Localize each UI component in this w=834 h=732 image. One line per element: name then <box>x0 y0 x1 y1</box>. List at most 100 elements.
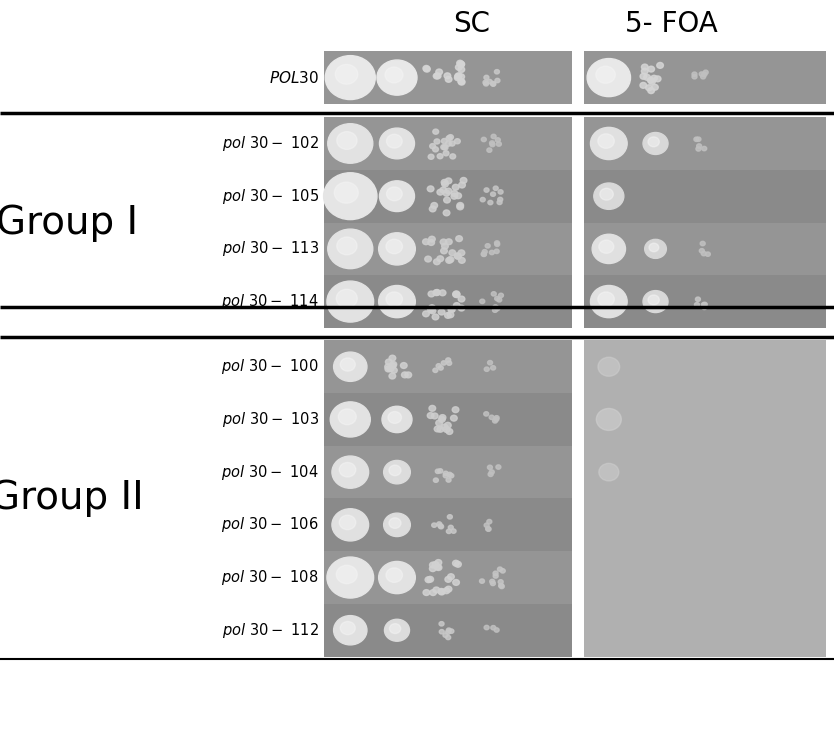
Text: $\it{pol\ 30-\ 103}$: $\it{pol\ 30-\ 103}$ <box>222 410 319 429</box>
Bar <box>324 551 572 604</box>
Circle shape <box>498 580 503 584</box>
Circle shape <box>434 73 440 79</box>
Circle shape <box>386 292 403 307</box>
Circle shape <box>437 190 444 195</box>
Circle shape <box>487 79 492 83</box>
Circle shape <box>442 243 449 249</box>
Circle shape <box>437 522 442 526</box>
Circle shape <box>497 200 502 204</box>
Circle shape <box>459 182 465 188</box>
Circle shape <box>480 299 485 304</box>
Circle shape <box>443 633 448 638</box>
Circle shape <box>495 78 500 83</box>
Circle shape <box>451 193 458 199</box>
Circle shape <box>485 244 490 248</box>
Circle shape <box>701 146 706 151</box>
Bar <box>584 340 826 393</box>
Circle shape <box>377 60 417 95</box>
Circle shape <box>495 70 500 74</box>
Circle shape <box>440 187 447 193</box>
Circle shape <box>327 557 374 598</box>
Circle shape <box>458 305 465 311</box>
Circle shape <box>385 366 392 372</box>
Circle shape <box>455 72 462 78</box>
Circle shape <box>379 128 414 159</box>
Circle shape <box>701 302 706 307</box>
Circle shape <box>491 291 496 296</box>
Circle shape <box>445 141 451 146</box>
Circle shape <box>385 67 403 83</box>
Circle shape <box>490 81 495 86</box>
Text: $\it{pol\ 30-\ 105}$: $\it{pol\ 30-\ 105}$ <box>222 187 319 206</box>
Circle shape <box>444 73 450 79</box>
Text: $\it{POL30}$: $\it{POL30}$ <box>269 70 319 86</box>
Circle shape <box>339 409 356 425</box>
Circle shape <box>435 564 442 570</box>
Circle shape <box>379 233 415 265</box>
Circle shape <box>384 513 410 537</box>
Circle shape <box>447 257 454 263</box>
Circle shape <box>449 474 454 478</box>
Circle shape <box>640 73 646 79</box>
Circle shape <box>646 85 652 91</box>
Circle shape <box>438 589 445 594</box>
Circle shape <box>379 561 415 594</box>
Circle shape <box>435 559 442 565</box>
Circle shape <box>598 134 615 149</box>
Circle shape <box>385 359 392 365</box>
Circle shape <box>490 141 495 145</box>
Circle shape <box>379 181 414 212</box>
Circle shape <box>485 367 490 371</box>
Circle shape <box>493 571 498 575</box>
Circle shape <box>486 527 491 531</box>
Text: Group II: Group II <box>0 479 143 518</box>
Circle shape <box>328 124 373 163</box>
Circle shape <box>490 82 495 86</box>
Circle shape <box>388 411 401 423</box>
Circle shape <box>430 143 435 149</box>
Text: SC: SC <box>453 10 490 38</box>
Bar <box>584 170 826 223</box>
Circle shape <box>429 406 435 411</box>
Circle shape <box>445 576 451 582</box>
Circle shape <box>648 66 655 72</box>
Circle shape <box>453 580 460 586</box>
Circle shape <box>446 529 451 534</box>
Circle shape <box>435 426 441 432</box>
Circle shape <box>490 470 495 474</box>
Circle shape <box>459 79 465 85</box>
Circle shape <box>594 183 624 209</box>
Circle shape <box>325 56 375 100</box>
Circle shape <box>490 366 495 370</box>
Bar <box>584 551 826 604</box>
Circle shape <box>433 368 438 373</box>
Circle shape <box>455 561 461 567</box>
Circle shape <box>447 472 452 477</box>
Circle shape <box>450 154 455 159</box>
Circle shape <box>449 629 454 633</box>
Circle shape <box>493 308 498 313</box>
Circle shape <box>449 526 454 530</box>
Circle shape <box>457 203 464 209</box>
Circle shape <box>434 139 440 144</box>
Circle shape <box>696 137 701 141</box>
Circle shape <box>488 201 493 205</box>
Circle shape <box>430 590 436 596</box>
Circle shape <box>427 413 434 419</box>
Circle shape <box>436 364 441 368</box>
Circle shape <box>433 147 439 152</box>
Circle shape <box>487 148 492 152</box>
Circle shape <box>384 619 409 641</box>
Circle shape <box>702 305 707 310</box>
Circle shape <box>696 297 701 302</box>
Circle shape <box>379 285 415 318</box>
Circle shape <box>390 362 397 367</box>
Circle shape <box>441 144 447 149</box>
Text: $\it{pol\ 30-\ 106}$: $\it{pol\ 30-\ 106}$ <box>221 515 319 534</box>
Circle shape <box>432 523 437 527</box>
Circle shape <box>438 524 443 529</box>
Circle shape <box>484 75 489 80</box>
Circle shape <box>455 253 461 259</box>
Bar <box>324 498 572 551</box>
Circle shape <box>595 66 615 83</box>
